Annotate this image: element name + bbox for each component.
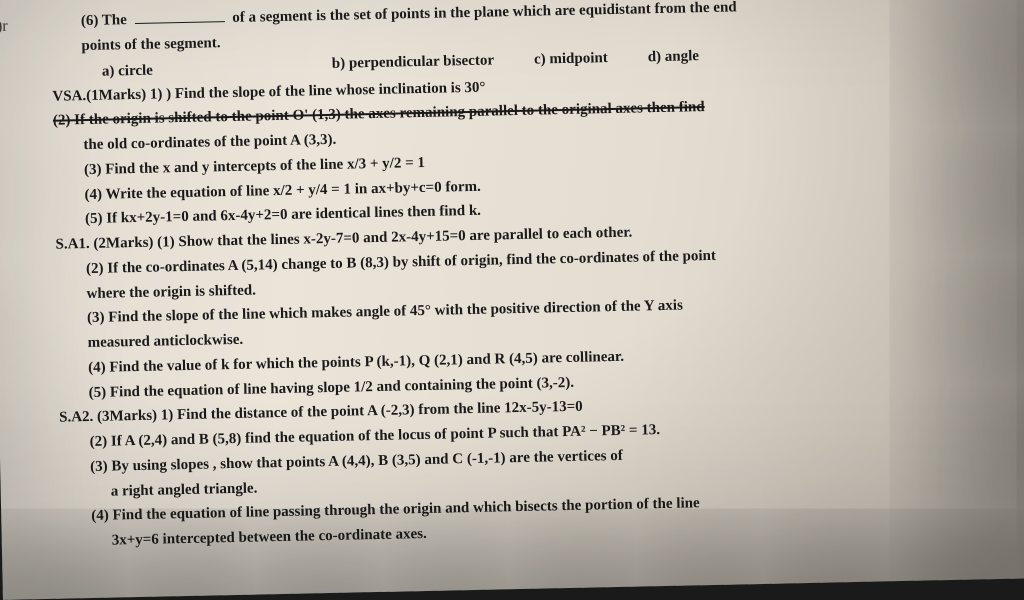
q6-num: (6) The [81, 12, 127, 29]
blank-fill [135, 21, 225, 24]
opt-d: d) angle [648, 48, 700, 66]
opt-b: b) perpendicular bisector [332, 52, 495, 72]
side-mark: )r [0, 18, 8, 36]
opt-c: c) midpoint [534, 50, 608, 69]
q6-rest: of a segment is the set of points in the… [232, 0, 737, 26]
opt-a: a) circle [102, 62, 153, 80]
worksheet-paper: )r (6) The of a segment is the set of po… [0, 0, 1024, 600]
